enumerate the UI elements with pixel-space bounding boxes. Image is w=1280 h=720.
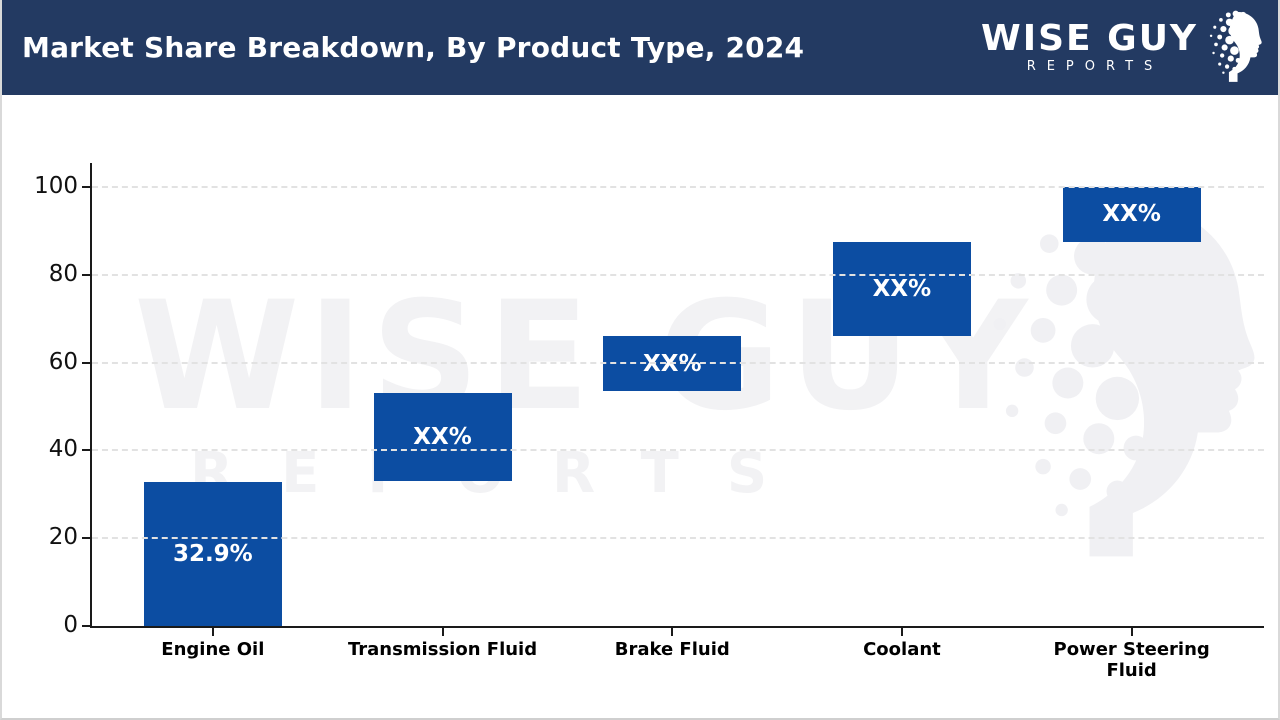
bar-engine-oil: 32.9% xyxy=(143,481,282,626)
x-category-label: Engine Oil xyxy=(161,639,265,660)
bar-coolant: XX% xyxy=(832,241,971,337)
bar-power-steering-fluid: XX% xyxy=(1062,187,1201,242)
bar-brake-fluid: XX% xyxy=(603,336,742,392)
logo-wordmark: WISE GUY xyxy=(980,18,1198,59)
y-tick-0 xyxy=(82,625,90,627)
x-tick-0 xyxy=(211,628,214,636)
x-tick-1 xyxy=(441,628,444,636)
y-tick-label-40: 40 xyxy=(48,436,78,463)
y-tick-label-0: 0 xyxy=(63,612,78,638)
x-category-label: Power Steering Fluid xyxy=(1053,639,1210,681)
x-tick-2 xyxy=(671,628,674,636)
wise-guy-reports-logo: WISE GUY REPORTS xyxy=(981,10,1264,85)
bar-value-label: XX% xyxy=(1102,201,1161,228)
bar-value-label: XX% xyxy=(413,424,472,451)
y-tick-60 xyxy=(82,361,90,364)
y-tick-40 xyxy=(82,449,90,452)
logo-text: WISE GUY REPORTS xyxy=(980,18,1198,75)
gridline-40 xyxy=(92,449,1264,452)
gridline-60 xyxy=(92,361,1264,364)
x-category-label: Brake Fluid xyxy=(614,639,730,660)
y-tick-label-80: 80 xyxy=(48,260,78,287)
y-tick-80 xyxy=(82,273,90,276)
y-tick-label-100: 100 xyxy=(34,173,78,199)
x-category-label: Coolant xyxy=(863,639,941,660)
logo-head-dots-icon xyxy=(1209,10,1262,82)
bar-value-label: XX% xyxy=(642,350,702,377)
y-tick-20 xyxy=(82,537,90,540)
x-tick-4 xyxy=(1130,628,1133,636)
y-axis-line xyxy=(90,163,92,628)
y-tick-100 xyxy=(82,186,90,188)
bar-value-label: XX% xyxy=(872,276,932,303)
gridline-100 xyxy=(92,186,1264,188)
bar-value-label: 32.9% xyxy=(172,540,253,567)
logo-subtitle: REPORTS xyxy=(1026,59,1164,74)
y-tick-label-60: 60 xyxy=(48,348,78,375)
y-tick-label-20: 20 xyxy=(48,524,78,551)
gridline-20 xyxy=(92,537,1264,540)
x-tick-3 xyxy=(900,628,903,636)
bar-transmission-fluid: XX% xyxy=(373,393,512,482)
gridline-80 xyxy=(92,273,1264,276)
report-header: Market Share Breakdown, By Product Type,… xyxy=(2,0,1278,95)
x-category-label: Transmission Fluid xyxy=(347,639,538,660)
chart-title: Market Share Breakdown, By Product Type,… xyxy=(22,31,805,64)
x-axis-line xyxy=(90,626,1264,628)
